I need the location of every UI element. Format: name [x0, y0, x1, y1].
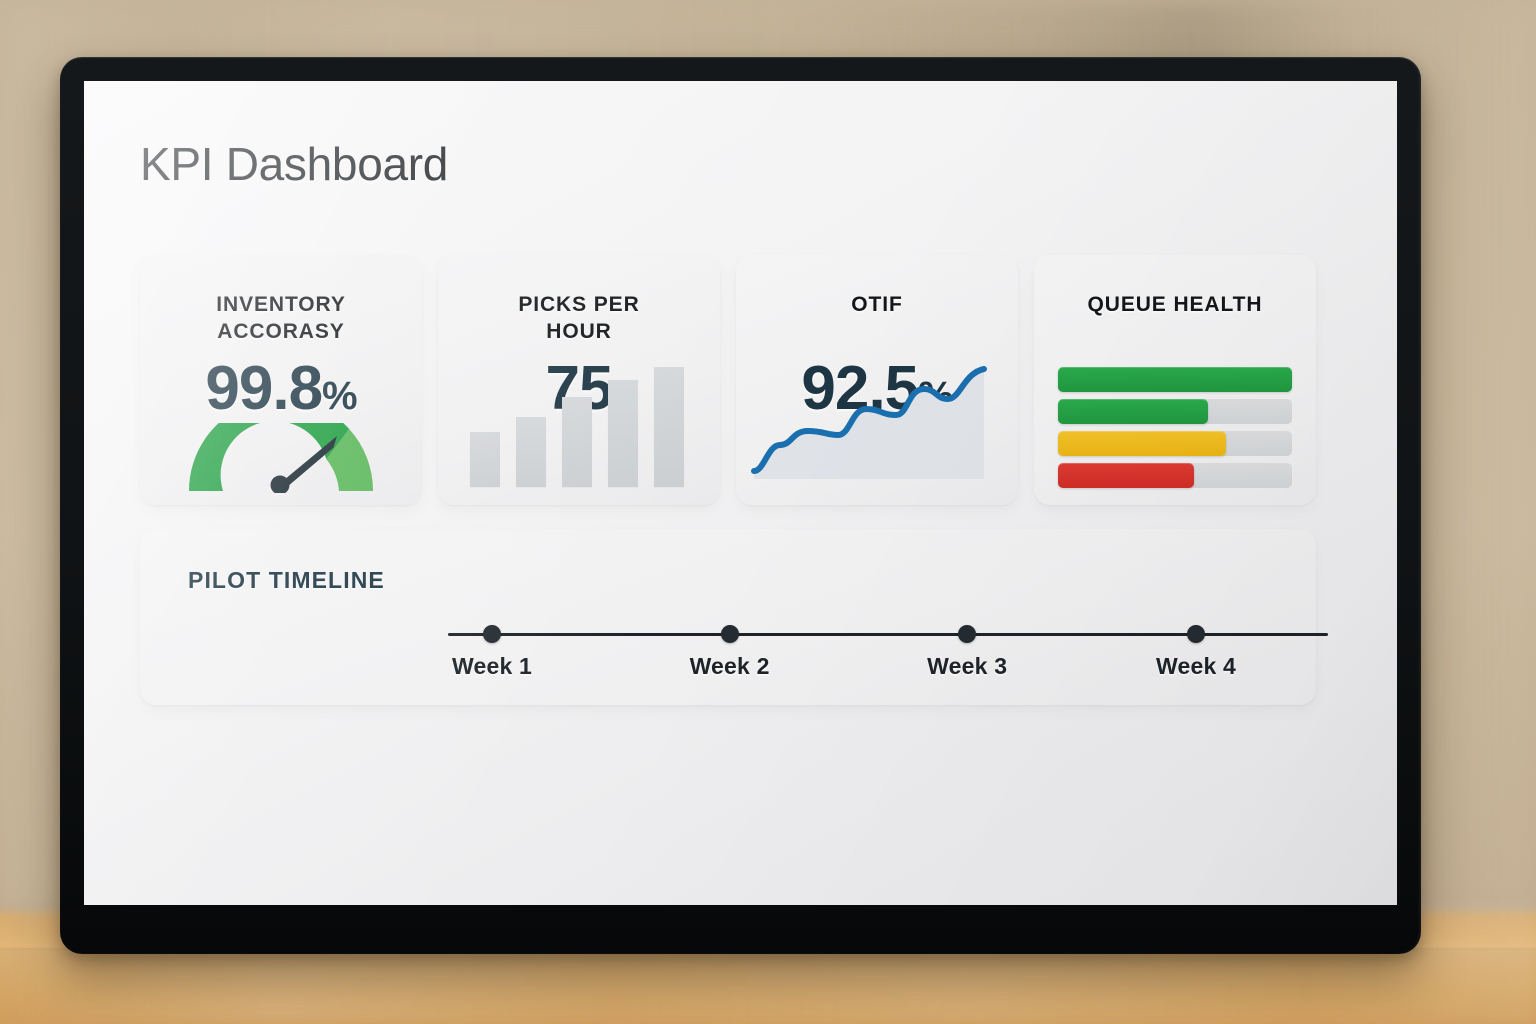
- kpi-label-line-2: HOUR: [546, 320, 612, 343]
- bar-chart-bar: [562, 397, 592, 487]
- timeline-track: Week 1 Week 2 Week 3 Week 4: [448, 625, 1328, 679]
- kpi-label-inventory-accorasy: INVENTORY ACCORASY: [140, 291, 422, 345]
- kpi-card-row: INVENTORY ACCORASY 99.8%: [140, 255, 1316, 505]
- bar-chart-bar: [470, 431, 500, 487]
- page-title: KPI Dashboard: [140, 138, 449, 190]
- timeline-milestone-label: Week 3: [927, 653, 1008, 679]
- kpi-card-inventory-accorasy[interactable]: INVENTORY ACCORASY 99.8%: [140, 255, 422, 505]
- bar-chart: [462, 367, 696, 487]
- bar-chart-bar: [608, 380, 638, 487]
- area-chart: [746, 359, 1008, 489]
- area-chart-fill: [754, 369, 984, 479]
- kpi-label-line-1: OTIF: [851, 293, 903, 316]
- pilot-timeline-label: PILOT TIMELINE: [188, 567, 385, 593]
- timeline-dot-icon: [958, 625, 977, 643]
- bar-chart-bar: [654, 367, 684, 487]
- queue-health-row[interactable]: [1058, 367, 1292, 392]
- timeline-milestone-label: Week 4: [1155, 653, 1237, 679]
- timeline-dot-icon: [1187, 625, 1205, 643]
- monitor-screen: KPI Dashboard INVENTORY ACCORASY 99.8%: [84, 81, 1397, 905]
- kpi-label-otif: OTIF: [736, 291, 1018, 318]
- kpi-card-picks-per-hour[interactable]: PICKS PER HOUR 75: [438, 255, 720, 505]
- kpi-value-number: 99.8: [205, 354, 323, 423]
- timeline-milestone-label: Week 1: [451, 653, 533, 679]
- kpi-value-inventory-accorasy: 99.8%: [140, 353, 422, 424]
- queue-bar-fill: [1058, 431, 1227, 456]
- area-chart-svg: [751, 366, 987, 479]
- gauge-arc-primary: [188, 398, 350, 491]
- queue-health-row[interactable]: [1058, 463, 1292, 488]
- bar-chart-bar: [516, 417, 546, 487]
- kpi-card-otif[interactable]: OTIF 92,5%: [736, 255, 1018, 505]
- queue-bar-fill: [1058, 367, 1292, 392]
- queue-bar-fill: [1058, 399, 1208, 424]
- queue-health-bars: [1058, 367, 1292, 489]
- kpi-label-line-2: ACCORASY: [217, 320, 345, 343]
- kpi-label-picks-per-hour: PICKS PER HOUR: [438, 291, 720, 345]
- queue-health-row[interactable]: [1058, 431, 1292, 456]
- monitor-device: KPI Dashboard INVENTORY ACCORASY 99.8%: [60, 57, 1421, 954]
- kpi-label-queue-health: QUEUE HEALTH: [1034, 291, 1316, 318]
- timeline-dot-icon: [720, 625, 739, 643]
- kpi-label-line-1: PICKS PER: [518, 293, 640, 316]
- kpi-value-unit: %: [322, 374, 358, 418]
- pilot-timeline-card: PILOT TIMELINE Week 1 Week 2 Week 3: [140, 529, 1328, 705]
- kpi-label-line-1: QUEUE HEALTH: [1087, 293, 1263, 316]
- gauge-chart: [167, 398, 395, 495]
- kpi-label-line-1: INVENTORY: [216, 293, 346, 316]
- kpi-card-queue-health[interactable]: QUEUE HEALTH: [1034, 255, 1316, 505]
- queue-health-row[interactable]: [1058, 399, 1292, 424]
- queue-bar-fill: [1058, 463, 1194, 488]
- gauge-svg: [188, 398, 374, 495]
- timeline-milestone-label: Week 2: [689, 653, 770, 679]
- timeline-dot-icon: [483, 625, 501, 643]
- kpi-dashboard: KPI Dashboard INVENTORY ACCORASY 99.8%: [84, 81, 1397, 905]
